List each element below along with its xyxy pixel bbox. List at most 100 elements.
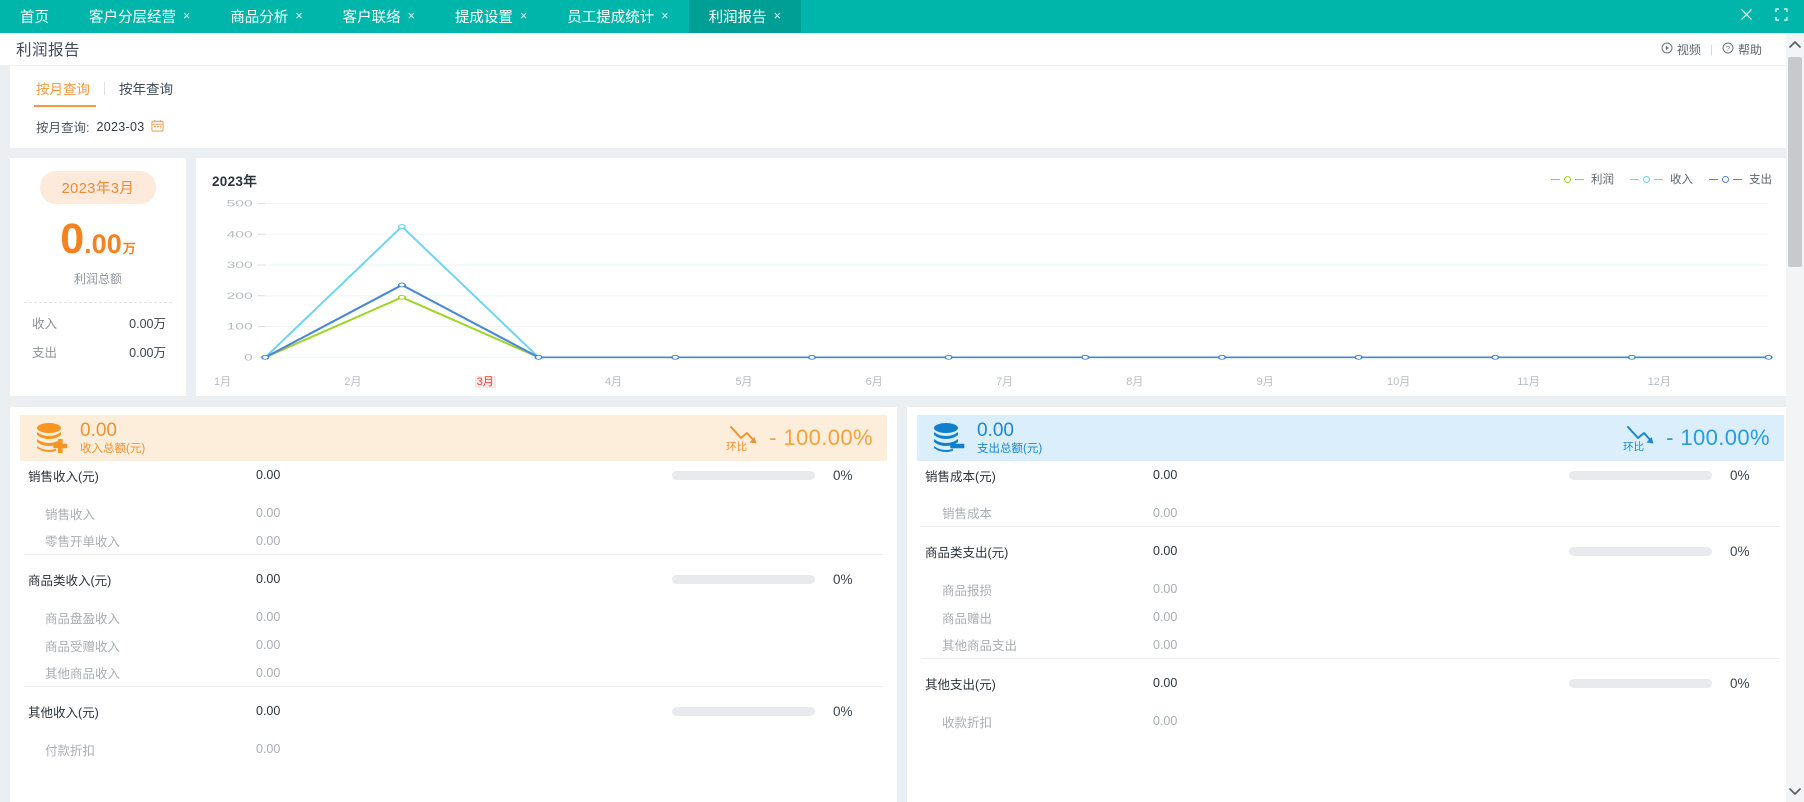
income-total-caption: 收入总额(元) — [80, 442, 146, 455]
detail-row-name: 商品盘盈收入 — [45, 611, 121, 626]
query-tab-divider — [104, 81, 105, 95]
row-spacer — [921, 659, 1780, 669]
detail-row-sub: 其他商品收入 0.00 — [24, 659, 883, 687]
tab-1[interactable]: 客户分层经营 × — [69, 0, 210, 33]
x-tick-label: 2月 — [344, 376, 362, 388]
progress-bar — [672, 470, 815, 480]
tab-by-year-label: 按年查询 — [119, 82, 173, 97]
tab-bar-spacer — [801, 0, 1730, 33]
row-spacer — [24, 687, 883, 697]
progress-percent: 0% — [1730, 675, 1750, 691]
detail-row-major: 其他支出(元) 0.00 0% — [921, 669, 1780, 697]
trend-down-icon: 环比 — [1623, 423, 1659, 453]
legend-line — [1733, 178, 1742, 180]
video-link[interactable]: 视频 — [1661, 41, 1701, 58]
detail-row-name: 商品报损 — [942, 583, 993, 598]
income-panel: 0.00 收入总额(元) 环比 - 100.00% 销售收入(元) 0.00 0% 销… — [10, 407, 897, 802]
tab-close-icon[interactable]: × — [519, 9, 528, 24]
help-link[interactable]: ? 帮助 — [1722, 41, 1762, 58]
income-trend-value: - 100.00% — [769, 425, 873, 450]
tab-6[interactable]: 利润报告 × — [688, 0, 801, 33]
summary-row-expense-label: 支出 — [32, 346, 58, 360]
video-link-label: 视频 — [1676, 42, 1701, 57]
x-tick-9: 10月 — [1387, 372, 1517, 390]
detail-row-value: 0.00 — [256, 506, 281, 520]
detail-row-value: 0.00 — [256, 665, 281, 680]
tab-2[interactable]: 商品分析 × — [210, 0, 322, 33]
tab-close-icon[interactable]: × — [295, 9, 303, 24]
detail-row-sub: 零售开单收入 0.00 — [24, 527, 883, 555]
x-tick-label: 9月 — [1256, 376, 1274, 388]
tab-close-icon[interactable]: × — [773, 9, 781, 24]
scroll-track[interactable] — [1786, 55, 1804, 780]
tab-label: 利润报告 — [708, 10, 767, 26]
tab-by-year[interactable]: 按年查询 — [105, 78, 187, 107]
header-links: 视频 | ? 帮助 — [1661, 41, 1788, 58]
detail-row-major: 商品类收入(元) 0.00 0% — [24, 565, 883, 593]
trend-down-icon: 环比 — [726, 423, 762, 453]
income-total-amount: 0.00 — [80, 419, 117, 441]
svg-text:0: 0 — [244, 352, 253, 363]
tab-5[interactable]: 员工提成统计 × — [547, 0, 688, 33]
income-panel-total: 0.00 收入总额(元) — [80, 420, 145, 456]
x-tick-3: 4月 — [605, 372, 735, 390]
query-tabs: 按月查询 按年查询 — [10, 66, 1794, 107]
detail-row-value: 0.00 — [1153, 714, 1178, 728]
detail-panels-row: 0.00 收入总额(元) 环比 - 100.00% 销售收入(元) 0.00 0% 销… — [10, 407, 1794, 802]
detail-row-value: 0.00 — [1153, 582, 1178, 596]
tab-0[interactable]: 首页 — [0, 0, 69, 33]
detail-row-value: 0.00 — [1153, 505, 1178, 520]
income-trend-label: 环比 — [726, 441, 748, 453]
detail-row-name: 销售收入 — [45, 507, 96, 522]
scroll-down-icon[interactable] — [1786, 780, 1804, 802]
legend-item-2[interactable]: 支出 — [1709, 171, 1772, 187]
tab-close-icon[interactable]: × — [407, 9, 415, 24]
detail-row-sub: 收款折扣 0.00 — [921, 707, 1780, 735]
page-scrollbar[interactable] — [1786, 33, 1804, 802]
svg-text:500: 500 — [227, 198, 253, 209]
detail-row-name: 销售成本(元) — [925, 469, 996, 484]
chart-legend: 利润 收入 支出 — [1551, 171, 1772, 187]
x-tick-label: 10月 — [1386, 376, 1411, 388]
tab-close-icon[interactable]: × — [661, 9, 669, 24]
month-input[interactable]: 2023-03 — [96, 119, 145, 134]
summary-amount-label: 利润总额 — [73, 272, 122, 286]
coin-stack-plus-icon — [34, 421, 70, 455]
svg-text:?: ? — [1726, 43, 1730, 52]
legend-line — [1575, 178, 1584, 180]
x-tick-0: 1月 — [214, 372, 344, 390]
progress-bar — [672, 706, 815, 716]
row-spacer — [24, 555, 883, 565]
detail-row-value: 0.00 — [1153, 637, 1178, 652]
calendar-icon[interactable] — [151, 119, 165, 135]
tab-close-icon[interactable]: × — [183, 9, 191, 24]
x-tick-label: 6月 — [865, 376, 883, 388]
close-window-icon[interactable] — [1740, 8, 1753, 26]
detail-row-major: 其他收入(元) 0.00 0% — [24, 697, 883, 725]
summary-amount-unit: 万 — [122, 241, 136, 256]
legend-item-0[interactable]: 利润 — [1551, 171, 1614, 187]
detail-row-name: 其他收入(元) — [28, 705, 99, 720]
detail-row-name: 付款折扣 — [45, 743, 96, 758]
detail-row-progress: 0% — [556, 468, 879, 483]
detail-row-major: 销售成本(元) 0.00 0% — [921, 461, 1780, 489]
scroll-up-icon[interactable] — [1786, 33, 1804, 55]
legend-line — [1654, 178, 1663, 180]
expense-trend: 环比 - 100.00% — [1623, 423, 1770, 453]
detail-row-value: 0.00 — [1153, 676, 1178, 690]
tab-label: 客户联络 — [342, 10, 401, 26]
x-tick-label: 7月 — [995, 376, 1014, 388]
tab-by-month[interactable]: 按月查询 — [28, 78, 104, 107]
chart-x-axis: 1月 2月 3月 4月 5月 6月 7月 8月 9月 10月 11月 12月 — [212, 372, 1778, 390]
detail-row-value: 0.00 — [256, 610, 281, 624]
detail-row-sub: 其他商品支出 0.00 — [921, 631, 1780, 659]
svg-text:300: 300 — [227, 260, 253, 271]
tab-3[interactable]: 客户联络 × — [323, 0, 435, 33]
row-spacer — [24, 593, 883, 603]
tab-4[interactable]: 提成设置 × — [435, 0, 547, 33]
fullscreen-icon[interactable] — [1775, 7, 1788, 26]
page-header: 利润报告 视频 | ? 帮助 — [0, 33, 1804, 66]
scroll-thumb[interactable] — [1788, 57, 1802, 267]
legend-item-1[interactable]: 收入 — [1630, 171, 1693, 187]
detail-row-sub: 商品受赠收入 0.00 — [24, 631, 883, 659]
